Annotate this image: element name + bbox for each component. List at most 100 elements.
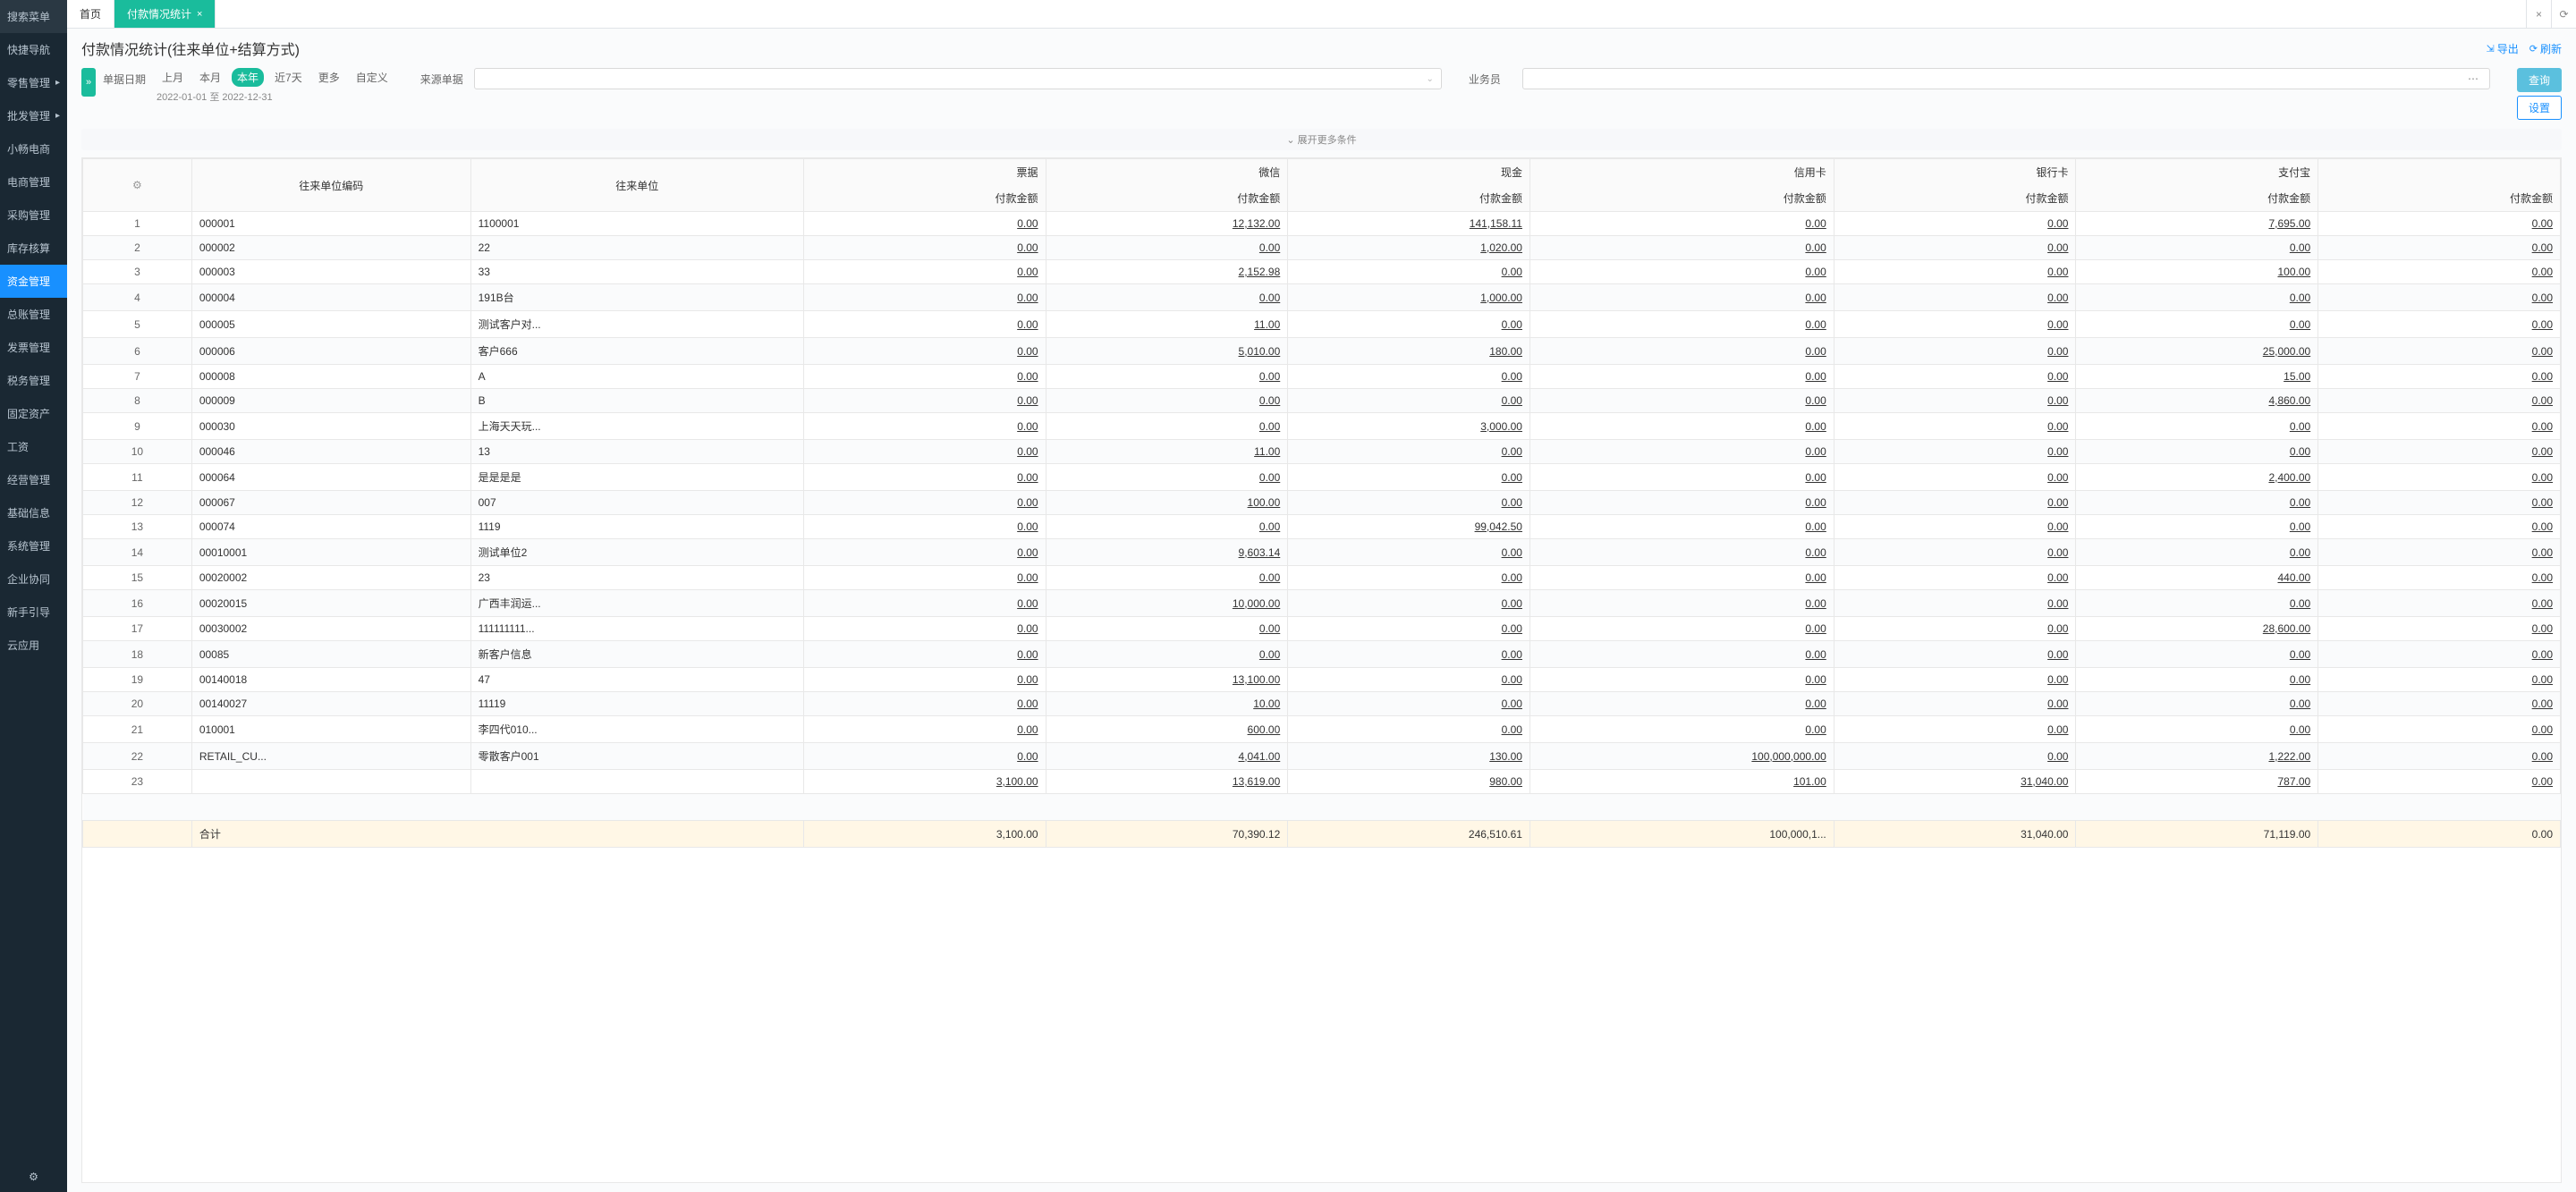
amount-link[interactable]: 12,132.00 (1233, 217, 1280, 230)
amount-link[interactable]: 0.00 (1017, 673, 1038, 686)
amount-link[interactable]: 0.00 (1017, 496, 1038, 509)
amount-link[interactable]: 0.00 (1502, 496, 1522, 509)
table-row[interactable]: 2000002220.000.001,020.000.000.000.000.0… (83, 236, 2561, 260)
amount-link[interactable]: 0.00 (1805, 292, 1826, 304)
amount-link[interactable]: 0.00 (2532, 520, 2553, 533)
amount-link[interactable]: 11.00 (1254, 445, 1280, 458)
sidebar-item-14[interactable]: 经营管理 (0, 463, 67, 496)
table-row[interactable]: 10000046130.0011.000.000.000.000.000.00 (83, 440, 2561, 464)
amount-link[interactable]: 0.00 (1805, 697, 1826, 710)
amount-link[interactable]: 0.00 (2047, 622, 2068, 635)
amount-link[interactable]: 0.00 (1017, 622, 1038, 635)
amount-link[interactable]: 0.00 (2532, 546, 2553, 559)
amount-link[interactable]: 0.00 (1502, 370, 1522, 383)
amount-link[interactable]: 0.00 (2047, 673, 2068, 686)
sidebar-item-3[interactable]: 批发管理▸ (0, 99, 67, 132)
amount-link[interactable]: 0.00 (1502, 622, 1522, 635)
refresh-button[interactable]: ⟳刷新 (2529, 41, 2562, 56)
amount-link[interactable]: 980.00 (1489, 775, 1522, 788)
amount-link[interactable]: 0.00 (2532, 571, 2553, 584)
amount-link[interactable]: 28,600.00 (2263, 622, 2310, 635)
amount-link[interactable]: 0.00 (2290, 420, 2310, 433)
tab-1[interactable]: 付款情况统计× (114, 0, 216, 28)
amount-link[interactable]: 0.00 (2532, 471, 2553, 484)
source-input[interactable] (482, 72, 1427, 85)
table-row[interactable]: 11000064是是是是0.000.000.000.000.002,400.00… (83, 464, 2561, 491)
amount-link[interactable]: 0.00 (1502, 723, 1522, 736)
sidebar-item-11[interactable]: 税务管理 (0, 364, 67, 397)
amount-link[interactable]: 0.00 (1017, 471, 1038, 484)
salesman-select[interactable]: ⋯ (1522, 68, 2490, 89)
amount-link[interactable]: 0.00 (2047, 420, 2068, 433)
amount-link[interactable]: 0.00 (2532, 345, 2553, 358)
amount-link[interactable]: 15.00 (2284, 370, 2310, 383)
amount-link[interactable]: 0.00 (1259, 520, 1280, 533)
amount-link[interactable]: 0.00 (1805, 345, 1826, 358)
amount-link[interactable]: 0.00 (1805, 622, 1826, 635)
table-row[interactable]: 233,100.0013,619.00980.00101.0031,040.00… (83, 770, 2561, 794)
amount-link[interactable]: 0.00 (2047, 496, 2068, 509)
table-row[interactable]: 1500020002230.000.000.000.000.00440.000.… (83, 566, 2561, 590)
amount-link[interactable]: 0.00 (1017, 292, 1038, 304)
amount-link[interactable]: 0.00 (1805, 571, 1826, 584)
amount-link[interactable]: 440.00 (2277, 571, 2310, 584)
amount-link[interactable]: 0.00 (1017, 750, 1038, 763)
amount-link[interactable]: 0.00 (2532, 622, 2553, 635)
amount-link[interactable]: 0.00 (2532, 750, 2553, 763)
amount-link[interactable]: 0.00 (2047, 546, 2068, 559)
amount-link[interactable]: 0.00 (2047, 750, 2068, 763)
amount-link[interactable]: 100.00 (2277, 266, 2310, 278)
amount-link[interactable]: 0.00 (1805, 673, 1826, 686)
amount-link[interactable]: 99,042.50 (1475, 520, 1522, 533)
amount-link[interactable]: 0.00 (1502, 546, 1522, 559)
amount-link[interactable]: 0.00 (2047, 318, 2068, 331)
table-row[interactable]: 100000111000010.0012,132.00141,158.110.0… (83, 212, 2561, 236)
amount-link[interactable]: 0.00 (2532, 217, 2553, 230)
amount-link[interactable]: 100,000,000.00 (1751, 750, 1826, 763)
amount-link[interactable]: 0.00 (1017, 420, 1038, 433)
date-option-0[interactable]: 上月 (157, 68, 189, 87)
date-option-1[interactable]: 本月 (194, 68, 226, 87)
amount-link[interactable]: 11.00 (1254, 318, 1280, 331)
date-option-4[interactable]: 更多 (313, 68, 345, 87)
amount-link[interactable]: 1,222.00 (2268, 750, 2310, 763)
amount-link[interactable]: 0.00 (1017, 445, 1038, 458)
amount-link[interactable]: 0.00 (2532, 370, 2553, 383)
amount-link[interactable]: 0.00 (2532, 445, 2553, 458)
amount-link[interactable]: 0.00 (1805, 496, 1826, 509)
amount-link[interactable]: 4,860.00 (2268, 394, 2310, 407)
amount-link[interactable]: 0.00 (2532, 394, 2553, 407)
amount-link[interactable]: 0.00 (2290, 241, 2310, 254)
amount-link[interactable]: 0.00 (1805, 445, 1826, 458)
sidebar-item-0[interactable]: 搜索菜单 (0, 0, 67, 33)
amount-link[interactable]: 787.00 (2277, 775, 2310, 788)
amount-link[interactable]: 0.00 (1805, 546, 1826, 559)
sidebar-item-9[interactable]: 总账管理 (0, 298, 67, 331)
amount-link[interactable]: 0.00 (1017, 370, 1038, 383)
table-row[interactable]: 1400010001测试单位20.009,603.140.000.000.000… (83, 539, 2561, 566)
table-row[interactable]: 5000005测试客户对...0.0011.000.000.000.000.00… (83, 311, 2561, 338)
expand-filters[interactable]: ⌄ 展开更多条件 (81, 129, 2562, 150)
amount-link[interactable]: 0.00 (2047, 571, 2068, 584)
table-row[interactable]: 1900140018470.0013,100.000.000.000.000.0… (83, 668, 2561, 692)
amount-link[interactable]: 0.00 (1017, 723, 1038, 736)
table-row[interactable]: 2000140027111190.0010.000.000.000.000.00… (83, 692, 2561, 716)
table-row[interactable]: 120000670070.00100.000.000.000.000.000.0… (83, 491, 2561, 515)
amount-link[interactable]: 0.00 (2532, 292, 2553, 304)
amount-link[interactable]: 0.00 (1017, 394, 1038, 407)
amount-link[interactable]: 0.00 (2290, 520, 2310, 533)
amount-link[interactable]: 0.00 (1502, 571, 1522, 584)
amount-link[interactable]: 600.00 (1248, 723, 1281, 736)
amount-link[interactable]: 0.00 (1805, 217, 1826, 230)
sidebar-item-6[interactable]: 采购管理 (0, 199, 67, 232)
salesman-input[interactable] (1530, 72, 2464, 85)
table-row[interactable]: 1700030002111111111...0.000.000.000.000.… (83, 617, 2561, 641)
table-row[interactable]: 21010001李四代010...0.00600.000.000.000.000… (83, 716, 2561, 743)
settings-button[interactable]: 设置 (2517, 96, 2562, 120)
amount-link[interactable]: 0.00 (2290, 723, 2310, 736)
settings-icon[interactable]: ⚙ (0, 1162, 67, 1192)
amount-link[interactable]: 0.00 (1805, 520, 1826, 533)
amount-link[interactable]: 0.00 (1805, 394, 1826, 407)
amount-link[interactable]: 1,020.00 (1480, 241, 1522, 254)
sidebar-item-16[interactable]: 系统管理 (0, 529, 67, 562)
